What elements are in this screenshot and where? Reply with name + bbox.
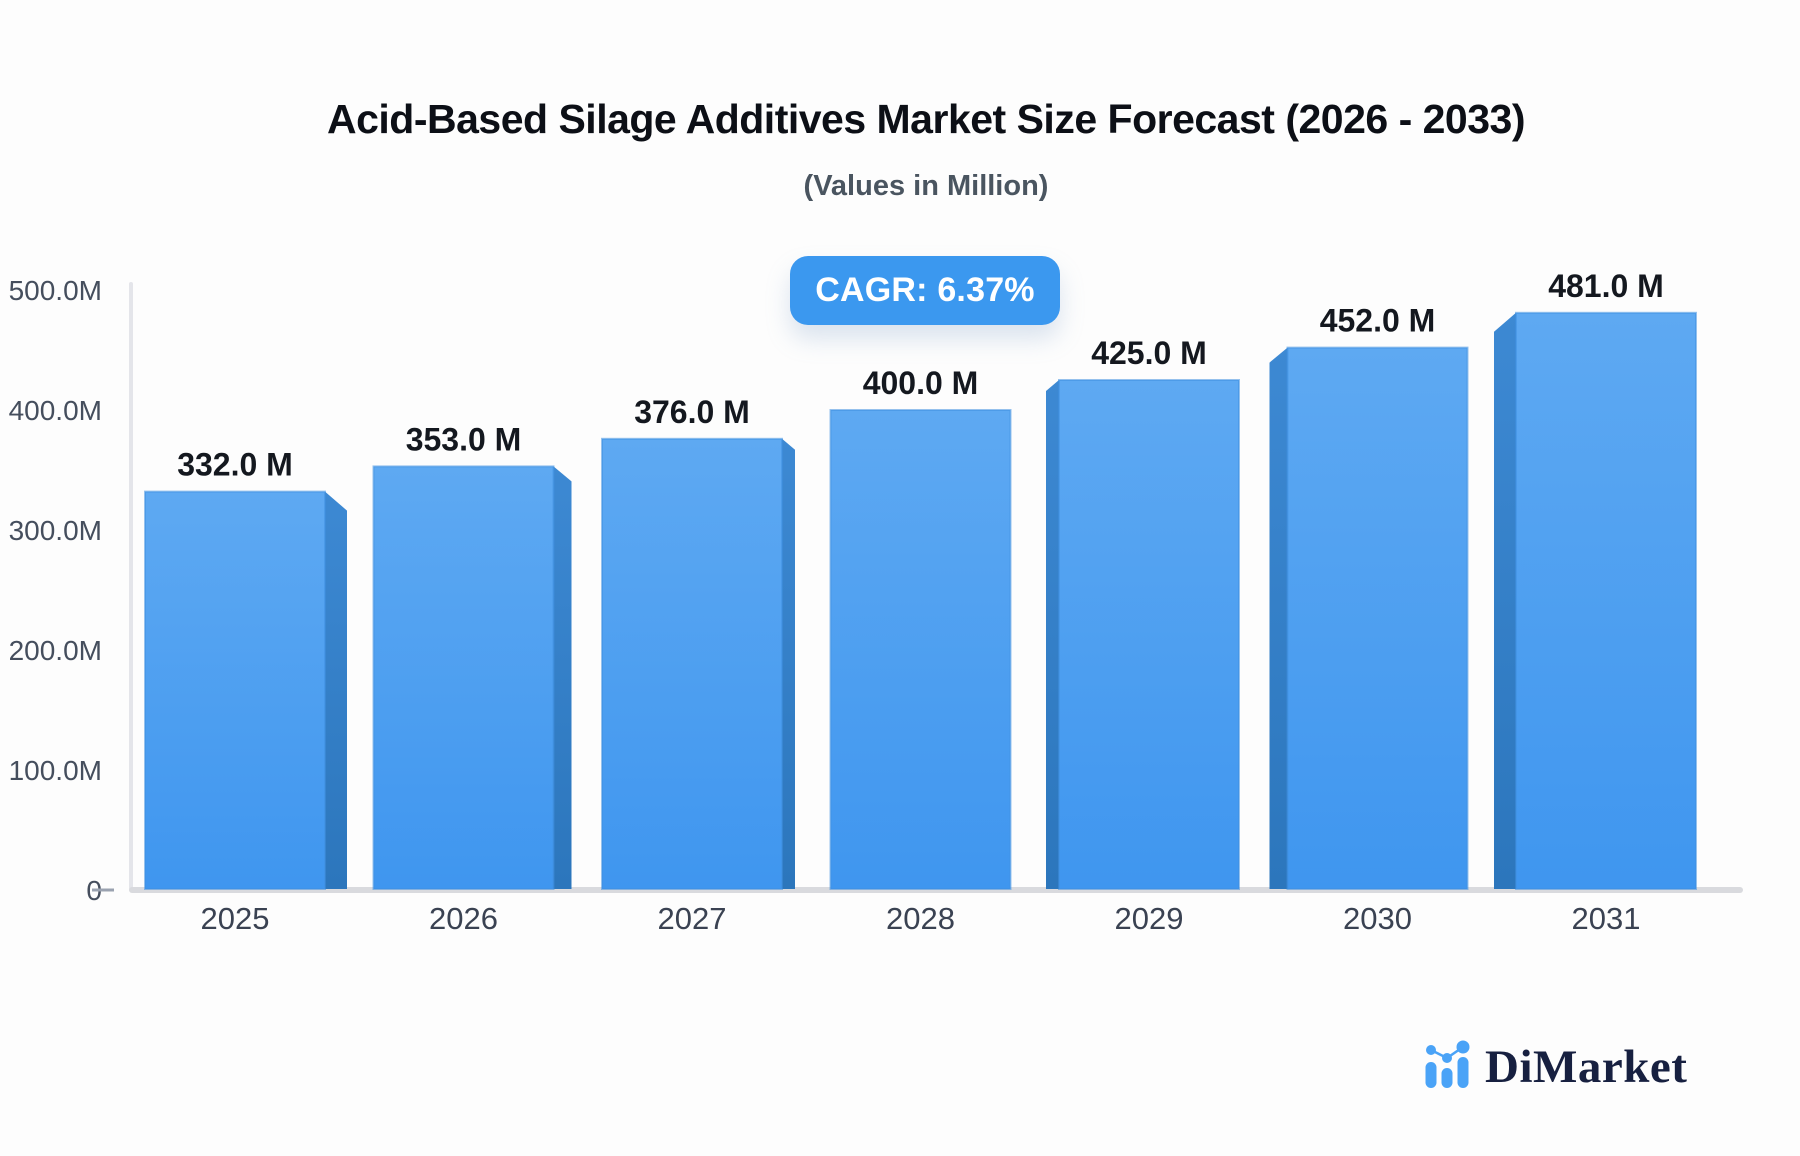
- bar-chart-logo-icon: [1425, 1040, 1470, 1088]
- bar-side: [325, 491, 347, 889]
- bar-value-label: 400.0 M: [863, 365, 979, 401]
- bar-2027[interactable]: [601, 437, 783, 890]
- cagr-badge: CAGR: 6.37%: [790, 256, 1060, 325]
- bar-side: [1046, 380, 1059, 889]
- x-axis-label: 2030: [1343, 901, 1412, 936]
- x-axis-label: 2027: [658, 901, 727, 936]
- bar-2031[interactable]: [1515, 311, 1697, 890]
- bar-2026[interactable]: [372, 465, 555, 890]
- x-axis-label: 2028: [886, 901, 955, 936]
- logo-dot: [1442, 1053, 1452, 1063]
- x-axis-label: 2031: [1572, 901, 1641, 936]
- y-axis-tick-label: 100.0M: [9, 755, 102, 786]
- bar-value-label: 353.0 M: [406, 421, 522, 457]
- logo-dot: [1426, 1045, 1436, 1055]
- bar-2029[interactable]: [1058, 379, 1240, 890]
- logo-bar: [1457, 1057, 1469, 1088]
- y-axis-tick-label: 300.0M: [9, 515, 102, 546]
- bars: 332.0 M 2025 353.0 M 2026 376.0 M 2027 400.0 M…: [144, 268, 1697, 936]
- y-axis-tick-label: 200.0M: [9, 635, 102, 666]
- x-axis-label: 2026: [429, 901, 498, 936]
- bar-value-label: 452.0 M: [1320, 303, 1436, 339]
- logo-bar: [1425, 1062, 1437, 1088]
- y-axis-line: [129, 282, 133, 890]
- logo-dot: [1456, 1040, 1470, 1054]
- cagr-badge-label: CAGR: 6.37%: [815, 271, 1035, 309]
- logo-bar: [1441, 1068, 1453, 1088]
- bar-value-label: 332.0 M: [177, 447, 293, 483]
- bar-side: [553, 466, 572, 889]
- bar-value-label: 481.0 M: [1548, 268, 1664, 304]
- bar-side: [782, 438, 795, 889]
- bar-side: [1269, 347, 1288, 890]
- brand-logo: DiMarket: [1420, 1034, 1687, 1096]
- bar-side: [1494, 312, 1516, 889]
- bar-2028[interactable]: [829, 409, 1012, 890]
- y-axis-tick-label: 400.0M: [9, 395, 102, 426]
- bar-value-label: 425.0 M: [1091, 335, 1207, 371]
- y-axis-tick-label: 500.0M: [9, 275, 102, 306]
- x-axis-label: 2025: [201, 901, 270, 936]
- x-axis-label: 2029: [1115, 901, 1184, 936]
- bar-2025[interactable]: [144, 490, 326, 890]
- zero-tick-mark: [92, 888, 114, 892]
- bar-2030[interactable]: [1286, 346, 1469, 891]
- brand-name: DiMarket: [1485, 1040, 1688, 1093]
- bar-value-label: 376.0 M: [634, 394, 750, 430]
